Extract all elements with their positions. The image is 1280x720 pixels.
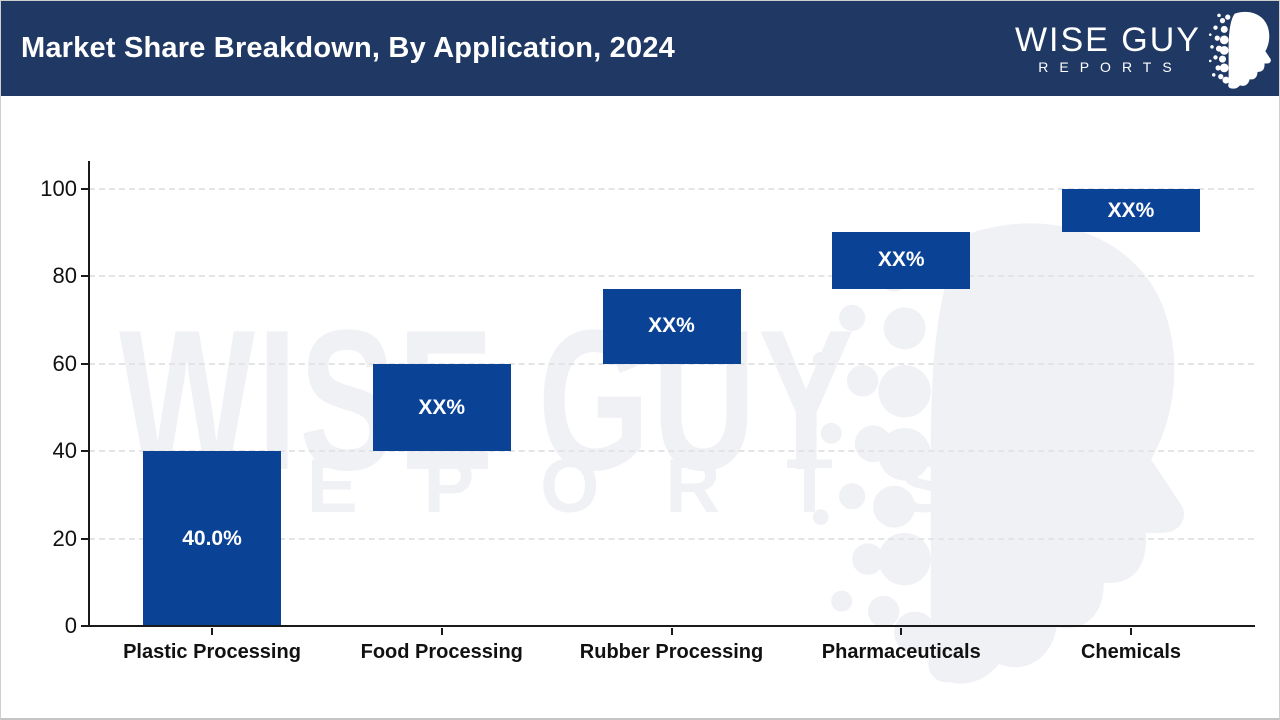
gridline: [89, 187, 1254, 190]
x-axis-tick: [900, 628, 903, 635]
y-axis-tick: [81, 537, 89, 540]
waterfall-bar: XX%: [372, 363, 511, 451]
y-axis-tick: [81, 187, 89, 190]
header-bar: Market Share Breakdown, By Application, …: [1, 1, 1279, 96]
y-tick-label: 0: [64, 613, 77, 638]
y-axis-spine: [88, 161, 90, 627]
wiseguy-logo-line1: WISE GUY: [1014, 21, 1201, 59]
wiseguy-logo-line2: REPORTS: [1038, 59, 1183, 75]
x-category-label: Chemicals: [1080, 641, 1182, 663]
y-axis-tick: [81, 450, 89, 452]
x-axis-tick: [670, 628, 673, 635]
x-category-label: Plastic Processing: [123, 641, 301, 663]
gridline: [89, 362, 1254, 365]
waterfall-bar: XX%: [832, 232, 971, 290]
gridline: [89, 450, 1254, 452]
x-axis-tick: [211, 628, 213, 635]
x-category-label: Rubber Processing: [579, 641, 764, 663]
y-tick-label: 100: [40, 175, 77, 201]
x-category-label: Food Processing: [360, 641, 523, 663]
y-tick-label: 60: [52, 350, 77, 376]
wiseguy-logo-text: WISE GUY REPORTS: [1015, 22, 1201, 76]
waterfall-bar: XX%: [602, 289, 741, 364]
y-axis-tick: [81, 362, 89, 365]
y-tick-label: 20: [52, 525, 77, 551]
gridline: [89, 275, 1254, 277]
gridline: [89, 537, 1254, 540]
y-axis-tick: [81, 275, 89, 277]
waterfall-bar: XX%: [1062, 188, 1200, 233]
chart-title: Market Share Breakdown, By Application, …: [21, 32, 675, 64]
x-axis-tick: [1130, 628, 1132, 635]
x-axis-tick: [440, 628, 443, 635]
wiseguy-logo: WISE GUY REPORTS: [1015, 7, 1275, 91]
wiseguy-face-icon: [1208, 11, 1271, 89]
y-axis-tick: [81, 625, 89, 627]
x-category-label: Pharmaceuticals: [821, 641, 981, 663]
x-axis-spine: [88, 625, 1255, 627]
y-tick-label: 80: [52, 263, 77, 288]
waterfall-bar: 40.0%: [143, 451, 281, 626]
y-tick-label: 40: [52, 438, 77, 463]
